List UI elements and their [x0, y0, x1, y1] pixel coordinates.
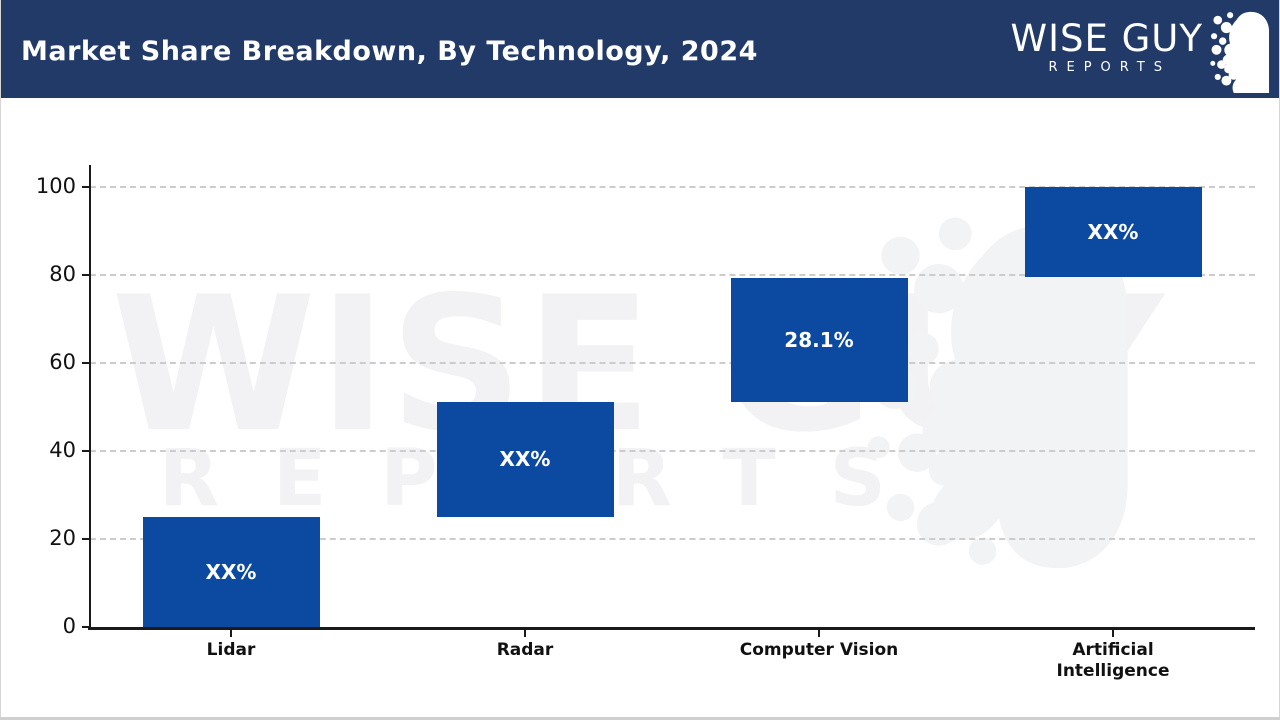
- x-tick-mark-2: [818, 630, 820, 637]
- logo-brand-name: WISE GUY: [1010, 17, 1203, 60]
- y-tick-mark-40: [82, 450, 89, 452]
- y-tick-label-40: 40: [49, 438, 76, 462]
- y-tick-label-60: 60: [49, 350, 76, 374]
- head-profile-icon: [1210, 11, 1270, 93]
- y-tick-mark-60: [82, 362, 89, 364]
- bar-value-label: XX%: [499, 447, 551, 472]
- logo-text: WISE GUY REPORTS: [1010, 17, 1203, 75]
- wise-guy-reports-logo: WISE GUY REPORTS: [1011, 4, 1271, 94]
- bar-value-label: XX%: [205, 560, 257, 584]
- bar-radar: XX%: [436, 401, 614, 517]
- x-axis-spine: [88, 627, 1255, 630]
- logo-brand-subtitle: REPORTS: [1048, 59, 1172, 75]
- category-label-2: Computer Vision: [739, 640, 899, 660]
- gridline-20: [90, 538, 1255, 540]
- bar-computer-vision: 28.1%: [730, 278, 908, 402]
- y-tick-mark-80: [82, 274, 89, 276]
- y-tick-label-0: 0: [62, 614, 76, 638]
- y-tick-mark-20: [82, 538, 89, 540]
- gridline-80: [90, 274, 1255, 276]
- y-tick-label-100: 100: [35, 174, 76, 198]
- y-axis-spine: [89, 165, 91, 629]
- gridline-100: [90, 186, 1255, 188]
- page-title: Market Share Breakdown, By Technology, 2…: [21, 36, 758, 67]
- category-label-3: Artificial Intelligence: [1056, 640, 1170, 681]
- y-tick-mark-0: [82, 626, 89, 628]
- gridline-60: [90, 362, 1255, 364]
- y-tick-label-80: 80: [49, 262, 76, 286]
- header-band: Market Share Breakdown, By Technology, 2…: [1, 0, 1279, 98]
- y-tick-mark-100: [82, 186, 89, 188]
- category-label-0: Lidar: [206, 640, 256, 660]
- x-tick-mark-1: [524, 630, 526, 637]
- x-tick-mark-3: [1112, 630, 1114, 637]
- bar-artificial-intelligence: XX%: [1024, 187, 1202, 278]
- x-tick-mark-0: [230, 630, 232, 637]
- y-tick-label-20: 20: [49, 526, 76, 550]
- bar-value-label: XX%: [1087, 220, 1139, 245]
- bar-value-label: 28.1%: [784, 327, 854, 352]
- bar-lidar: XX%: [142, 517, 320, 627]
- gridline-40: [90, 450, 1255, 452]
- category-label-1: Radar: [496, 640, 554, 660]
